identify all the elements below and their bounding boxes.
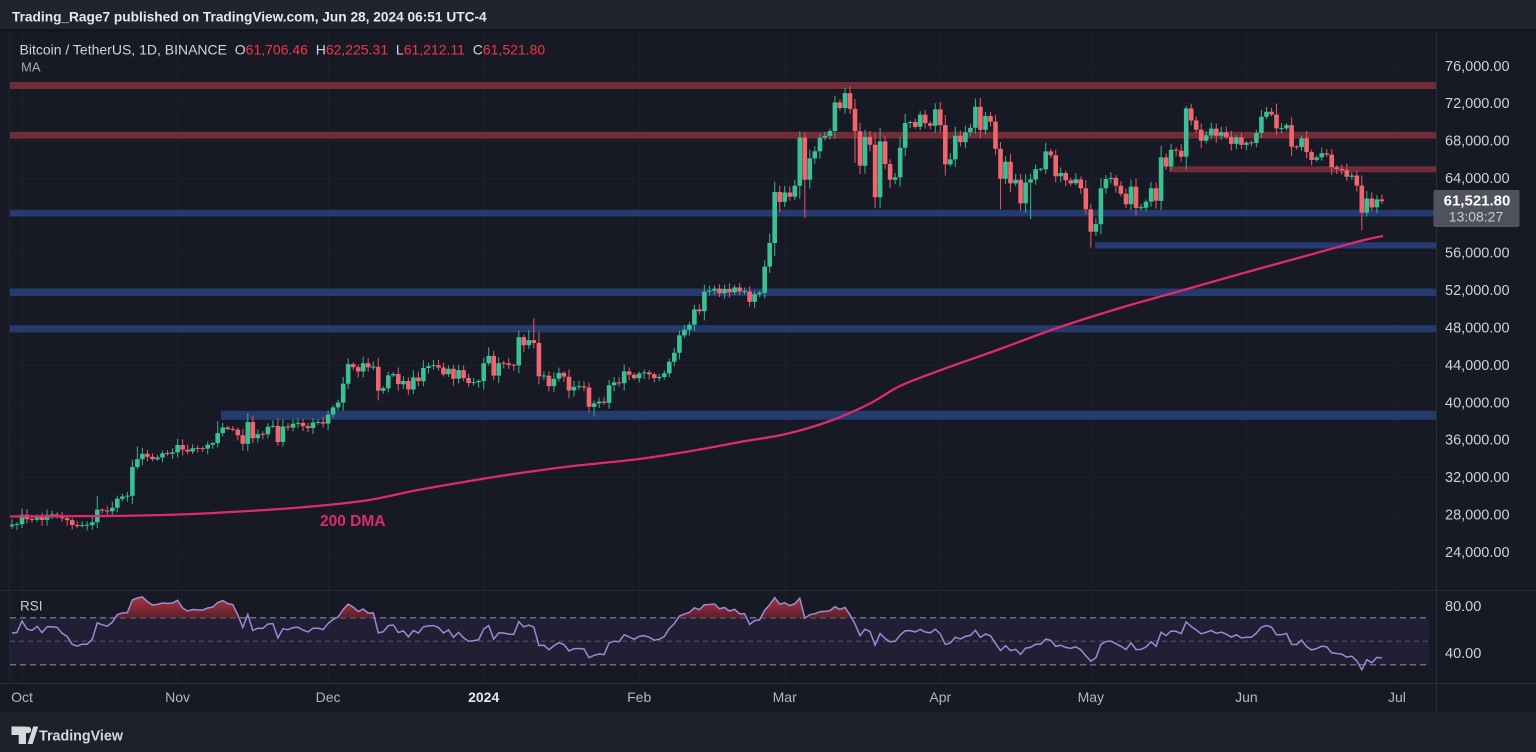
svg-text:40.00: 40.00	[1445, 646, 1481, 662]
svg-text:64,000.00: 64,000.00	[1445, 171, 1510, 187]
svg-text:44,000.00: 44,000.00	[1445, 358, 1510, 374]
svg-text:Nov: Nov	[165, 689, 190, 705]
svg-text:Jun: Jun	[1235, 689, 1258, 705]
svg-text:68,000.00: 68,000.00	[1445, 134, 1510, 150]
svg-text:200 DMA: 200 DMA	[320, 513, 385, 530]
svg-text:40,000.00: 40,000.00	[1445, 395, 1510, 411]
svg-text:28,000.00: 28,000.00	[1445, 507, 1510, 523]
svg-text:RSI: RSI	[20, 599, 43, 614]
svg-text:13:08:27: 13:08:27	[1449, 209, 1504, 225]
svg-text:MA: MA	[21, 60, 41, 75]
svg-text:Trading_Rage7 published on Tra: Trading_Rage7 published on TradingView.c…	[12, 10, 487, 25]
svg-text:Oct: Oct	[11, 689, 33, 705]
svg-text:Bitcoin / TetherUS, 1D, BINANC: Bitcoin / TetherUS, 1D, BINANCE O61,706.…	[20, 42, 546, 58]
svg-text:36,000.00: 36,000.00	[1445, 433, 1510, 449]
svg-text:TradingView: TradingView	[39, 729, 124, 745]
svg-text:61,521.80: 61,521.80	[1444, 193, 1511, 210]
svg-text:Dec: Dec	[316, 689, 341, 705]
svg-text:76,000.00: 76,000.00	[1445, 59, 1510, 75]
svg-text:80.00: 80.00	[1445, 599, 1481, 615]
svg-text:2024: 2024	[468, 689, 499, 705]
svg-text:Apr: Apr	[929, 689, 951, 705]
svg-text:24,000.00: 24,000.00	[1445, 545, 1510, 561]
svg-text:52,000.00: 52,000.00	[1445, 283, 1510, 299]
svg-text:May: May	[1078, 689, 1104, 705]
svg-text:72,000.00: 72,000.00	[1445, 96, 1510, 112]
svg-text:Feb: Feb	[627, 689, 651, 705]
svg-text:56,000.00: 56,000.00	[1445, 246, 1510, 262]
svg-text:32,000.00: 32,000.00	[1445, 470, 1510, 486]
svg-text:Jul: Jul	[1388, 689, 1406, 705]
svg-text:Mar: Mar	[773, 689, 797, 705]
svg-text:48,000.00: 48,000.00	[1445, 321, 1510, 337]
